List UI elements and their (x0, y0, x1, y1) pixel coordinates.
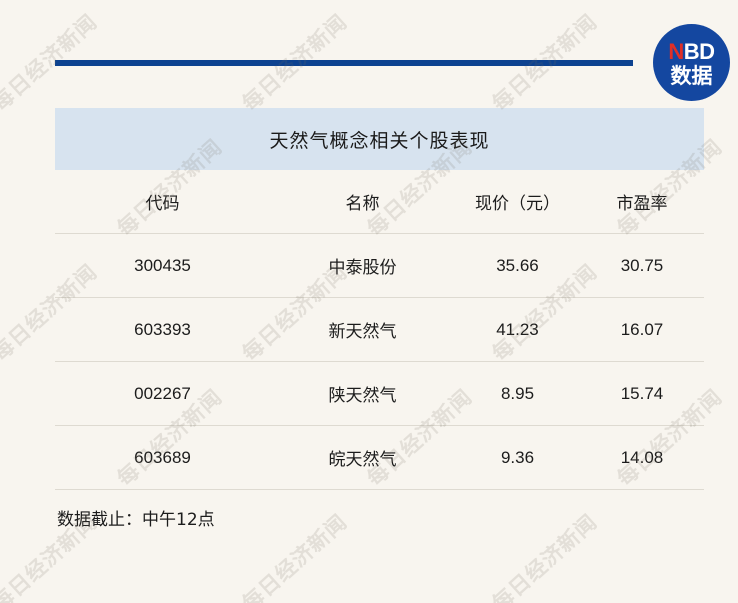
column-header-name: 名称 (345, 194, 380, 214)
cell-pe: 14.08 (620, 447, 664, 467)
cell-name: 新天然气 (328, 322, 397, 342)
cell-price: 9.36 (500, 447, 535, 467)
column-header-price: 现价（元） (475, 194, 560, 214)
cell-code: 603393 (134, 319, 191, 339)
cell-code: 300435 (134, 255, 191, 275)
data-cutoff-note: 数据截止：中午12点 (57, 510, 215, 530)
cell-price: 35.66 (496, 255, 539, 275)
table-row: 300435 中泰股份 35.66 30.75 (55, 234, 704, 298)
page-title: 天然气概念相关个股表现 (269, 129, 490, 152)
table-row: 603689 皖天然气 9.36 14.08 (55, 426, 704, 490)
cell-code: 603689 (134, 447, 191, 467)
logo-wordmark: NBD (668, 38, 715, 64)
watermark-text: 每日经济新闻 (238, 510, 352, 603)
cell-pe: 15.74 (620, 383, 664, 403)
cell-price: 41.23 (496, 319, 539, 339)
column-header-pe: 市盈率 (616, 194, 668, 214)
logo-subtitle: 数据 (670, 63, 713, 88)
table-header-row: 代码 名称 现价（元） 市盈率 (55, 170, 704, 234)
watermark-text: 每日经济新闻 (488, 510, 602, 603)
header-rule (55, 60, 633, 66)
nbd-logo: NBD 数据 (653, 24, 730, 101)
cell-name: 陕天然气 (328, 386, 397, 406)
cell-name: 皖天然气 (328, 450, 397, 470)
table-row: 002267 陕天然气 8.95 15.74 (55, 362, 704, 426)
chart-title-band: 天然气概念相关个股表现 (55, 108, 704, 170)
cell-pe: 16.07 (620, 319, 664, 339)
logo-initial: N (668, 38, 684, 64)
logo-rest: BD (683, 38, 715, 64)
cell-price: 8.95 (500, 383, 535, 403)
cell-name: 中泰股份 (328, 258, 397, 278)
cell-pe: 30.75 (620, 255, 664, 275)
cell-code: 002267 (134, 383, 191, 403)
column-header-code: 代码 (145, 194, 180, 214)
table-row: 603393 新天然气 41.23 16.07 (55, 298, 704, 362)
stock-table: 代码 名称 现价（元） 市盈率 300435 中泰股份 35.66 30.75 … (55, 170, 704, 490)
